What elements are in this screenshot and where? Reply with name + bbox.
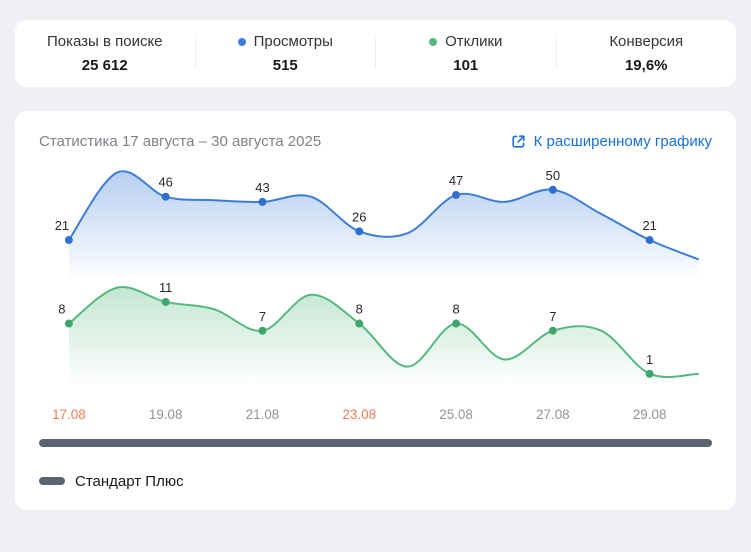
stat-conversion-value: 19,6% [624,57,668,74]
external-link-icon [512,135,525,148]
divider [375,38,376,69]
card-title: Статистика 17 августа – 30 августа 2025 [39,133,322,150]
svg-text:50: 50 [546,168,560,183]
svg-text:17.08: 17.08 [52,407,86,422]
svg-text:43: 43 [255,180,269,195]
svg-text:1: 1 [646,352,653,367]
stat-replies[interactable]: Отклики 101 [376,33,556,74]
svg-text:8: 8 [356,302,363,317]
stat-replies-label: Отклики [445,33,503,50]
stat-views-label: Просмотры [253,33,333,50]
replies-dot-icon [429,37,438,46]
svg-text:11: 11 [159,280,172,295]
statistics-page: Показы в поиске 25 612 Просмотры 515 Отк… [15,20,736,510]
svg-text:29.08: 29.08 [633,407,667,422]
legend-label: Стандарт Плюс [75,472,184,490]
svg-text:26: 26 [352,209,366,224]
divider [555,38,557,69]
stat-impressions[interactable]: Показы в поиске 25 612 [15,33,195,74]
legend-swatch [39,477,65,486]
svg-text:21: 21 [55,218,69,233]
svg-text:7: 7 [549,309,556,324]
expanded-chart-link-label: К расширенному графику [533,133,712,150]
svg-text:19.08: 19.08 [149,407,183,422]
stat-impressions-label: Показы в поиске [46,33,163,50]
svg-text:8: 8 [58,302,65,317]
divider [194,38,196,69]
stat-conversion[interactable]: Конверсия 19,6% [557,33,737,74]
svg-text:23.08: 23.08 [342,407,376,422]
stats-summary-bar: Показы в поиске 25 612 Просмотры 515 Отк… [15,20,736,87]
stat-replies-value: 101 [453,57,479,74]
stat-impressions-value: 25 612 [81,57,128,74]
svg-text:25.08: 25.08 [439,407,473,422]
svg-text:27.08: 27.08 [536,407,570,422]
svg-text:8: 8 [452,302,459,317]
views-dot-icon [237,37,246,46]
stat-views-value: 515 [272,57,298,74]
svg-text:21.08: 21.08 [246,407,280,422]
legend: Стандарт Плюс [39,473,712,490]
stat-conversion-label: Конверсия [609,33,684,50]
stat-views[interactable]: Просмотры 515 [196,33,376,74]
svg-text:7: 7 [259,309,266,324]
expanded-chart-link[interactable]: К расширенному графику [510,133,712,150]
line-chart[interactable]: 21 46 43 26 47 50 21 8 11 7 8 8 7 1 17.08 19.08 21.08 23.… [39,156,712,427]
svg-text:47: 47 [449,173,463,188]
tariff-timeline-bar[interactable] [39,438,712,447]
svg-text:46: 46 [158,175,172,190]
card-header: Статистика 17 августа – 30 августа 2025 … [39,133,712,150]
svg-text:21: 21 [642,218,656,233]
statistics-card: Статистика 17 августа – 30 августа 2025 … [15,111,736,510]
